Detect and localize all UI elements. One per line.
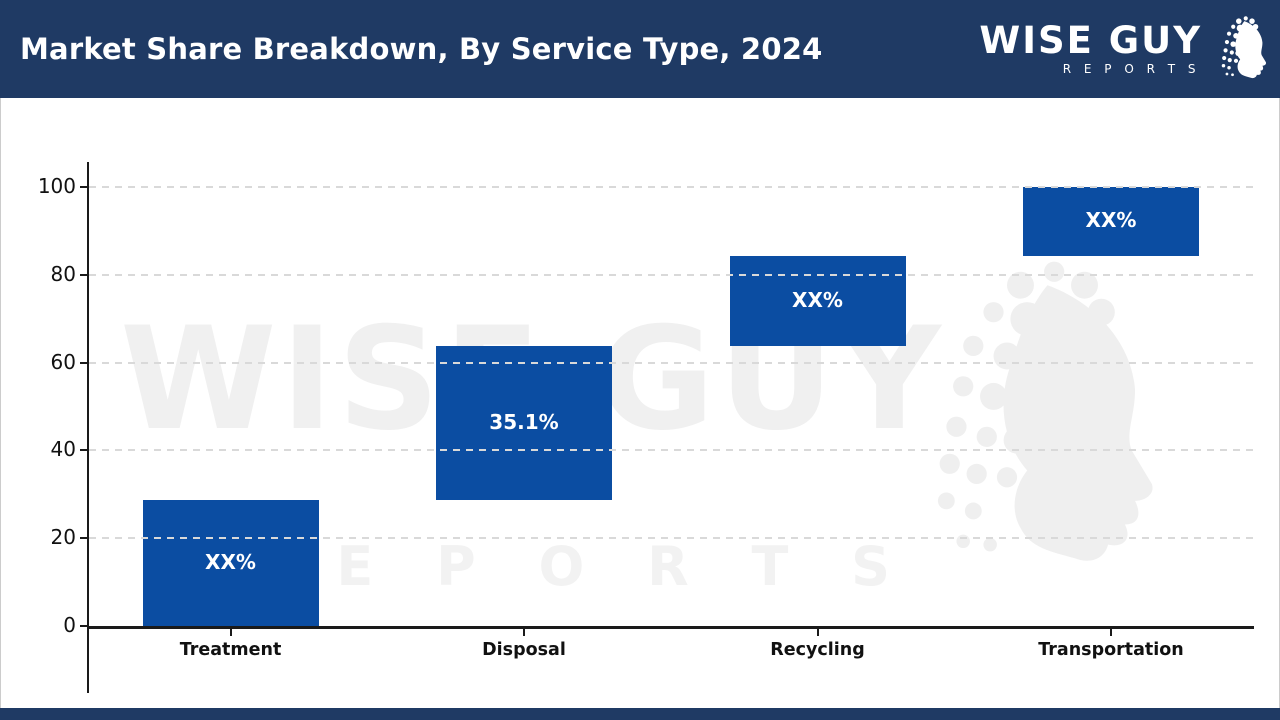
x-category-label: Recycling [770, 640, 865, 660]
left-border [0, 98, 1, 708]
x-tick-mark [229, 629, 232, 636]
y-tick-label: 40 [50, 437, 76, 462]
x-category-label: Transportation [1038, 640, 1184, 660]
gridline [89, 273, 1253, 276]
bar-value-label: 35.1% [489, 410, 559, 435]
bar-value-label: XX% [1085, 208, 1137, 233]
face-profile-icon [1221, 16, 1267, 79]
x-tick-mark [816, 629, 819, 636]
bar-segment [1023, 187, 1199, 256]
y-axis-line [87, 162, 89, 693]
watermark-face-icon [937, 261, 1153, 561]
bar-segment [729, 255, 906, 347]
x-tick-mark [1110, 629, 1112, 636]
x-category-label: Disposal [482, 640, 566, 660]
y-tick-mark [80, 361, 87, 364]
wise-guy-reports-logo: WISE GUY R E P O R T S [979, 0, 1268, 98]
logo-subtitle: R E P O R T S [1062, 62, 1200, 76]
y-tick-mark [80, 449, 87, 452]
logo-text: WISE GUY R E P O R T S [979, 22, 1202, 76]
y-tick-label: 100 [37, 174, 76, 198]
y-tick-label: 20 [50, 525, 76, 550]
x-axis-line [87, 626, 1254, 629]
y-tick-label: 0 [63, 613, 76, 637]
gridline [89, 449, 1253, 452]
y-tick-mark [80, 537, 87, 540]
chart-title: Market Share Breakdown, By Service Type,… [20, 32, 823, 66]
x-category-label: Treatment [179, 640, 282, 660]
gridline [89, 361, 1253, 364]
gridline [89, 537, 1253, 540]
plot-area: WISE GUY R E P O R T S 0 20 40 60 80 100 XX% Tr… [0, 98, 1280, 708]
header-band: Market Share Breakdown, By Service Type,… [0, 0, 1280, 98]
bar-segment [436, 346, 612, 501]
y-tick-mark [80, 186, 87, 188]
y-tick-label: 60 [50, 349, 76, 374]
y-tick-label: 80 [50, 261, 76, 286]
logo-wordmark: WISE GUY [979, 19, 1202, 62]
footer-band [0, 708, 1280, 720]
x-tick-mark [523, 629, 525, 636]
y-tick-mark [80, 625, 87, 627]
bar-segment [142, 500, 319, 626]
gridline [89, 186, 1253, 188]
y-tick-mark [80, 273, 87, 276]
bar-value-label: XX% [205, 550, 256, 575]
bar-value-label: XX% [792, 288, 843, 313]
watermark-subtitle: R E P O R T S [232, 535, 913, 598]
